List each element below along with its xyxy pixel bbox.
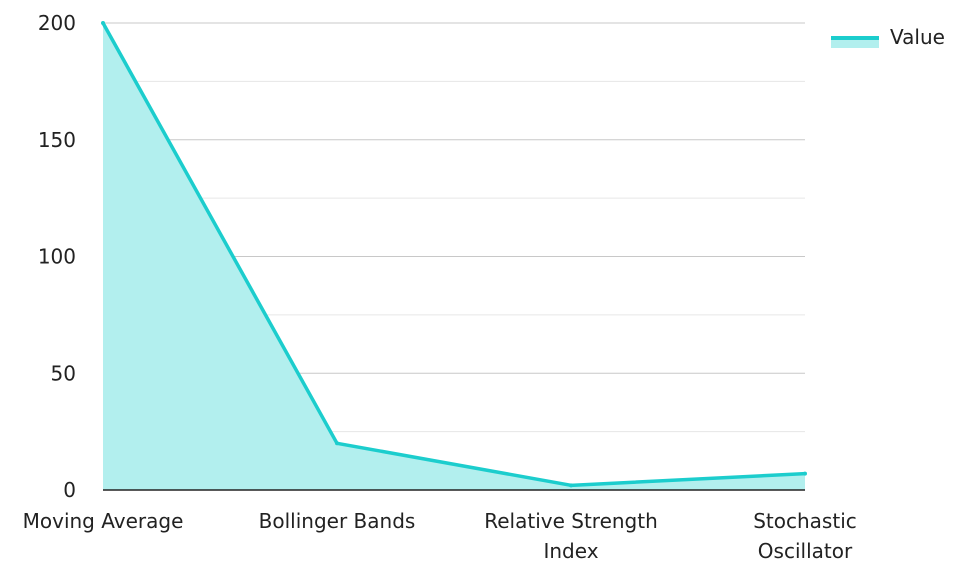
y-tick-label: 100	[38, 245, 76, 269]
y-tick-label: 150	[38, 128, 76, 152]
data-point	[335, 441, 339, 446]
data-point	[803, 471, 807, 476]
series-line	[101, 22, 806, 488]
x-tick-label: Stochastic Oscillator	[753, 509, 857, 562]
y-tick-labels: 0 50 100 150 200	[38, 11, 76, 502]
legend[interactable]: Value	[831, 25, 945, 49]
data-point	[569, 483, 573, 488]
series-area-fill	[103, 23, 805, 490]
y-tick-label: 50	[51, 361, 76, 385]
series-line-group	[101, 22, 806, 488]
x-tick-label: Bollinger Bands	[259, 509, 416, 533]
y-tick-label: 200	[38, 11, 76, 35]
legend-swatch-fill	[831, 37, 879, 48]
data-points	[101, 21, 807, 488]
data-point	[101, 21, 105, 25]
area-fill-group	[103, 23, 805, 490]
y-tick-label: 0	[63, 478, 76, 502]
x-tick-label: Relative Strength Index	[484, 509, 658, 562]
x-tick-label: Moving Average	[23, 509, 184, 533]
legend-label: Value	[890, 25, 945, 49]
x-tick-labels: Moving Average Bollinger Bands Relative St…	[23, 509, 857, 562]
